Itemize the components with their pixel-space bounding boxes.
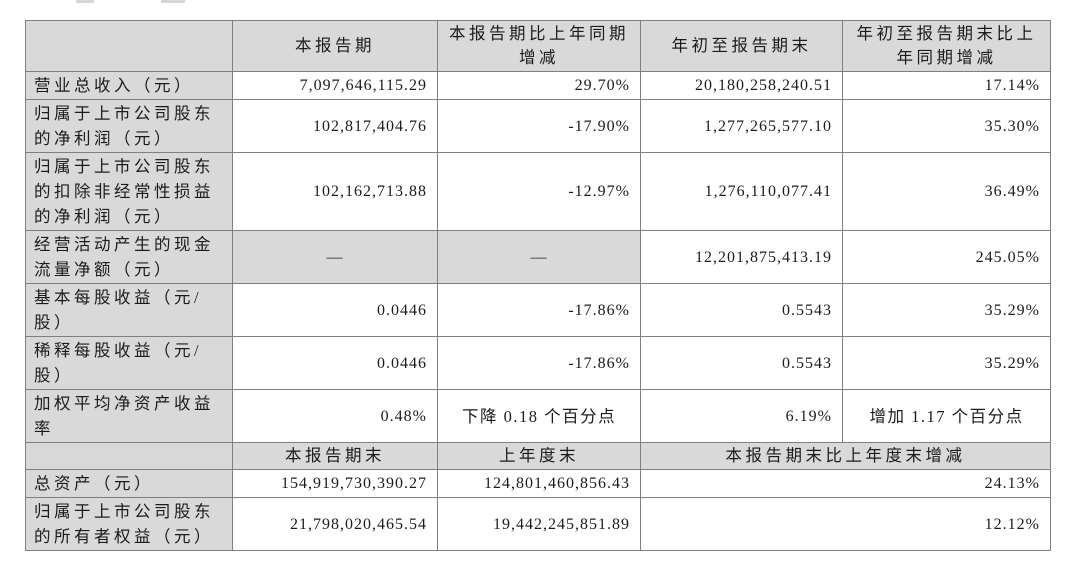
cell-value: 124,801,460,856.43: [437, 469, 641, 498]
table-body: 本报告期 本报告期比上年同期增减 年初至报告期末 年初至报告期末比上年同期增减 营业总收…: [25, 20, 1051, 551]
row-label: 加权平均净资产收益率: [25, 389, 233, 443]
row-label: 总资产（元）: [25, 469, 233, 498]
cell-value: -17.86%: [437, 283, 641, 337]
header-row-period: 本报告期 本报告期比上年同期增减 年初至报告期末 年初至报告期末比上年同期增减: [25, 20, 1051, 72]
row-label: 基本每股收益（元/股）: [25, 283, 233, 337]
row-label: 稀释每股收益（元/股）: [25, 336, 233, 390]
row-label: 营业总收入（元）: [25, 71, 233, 100]
column-header-current-period: 本报告期: [232, 20, 438, 72]
row-diluted-eps: 稀释每股收益（元/股） 0.0446 -17.86% 0.5543 35.29%: [25, 336, 1051, 390]
cell-value: 102,817,404.76: [232, 99, 438, 153]
clipped-text-fragment: [76, 0, 94, 3]
cell-value: 12.12%: [640, 497, 1051, 551]
row-label: 归属于上市公司股东的净利润（元）: [25, 99, 233, 153]
column-header-end-of-period: 本报告期末: [232, 442, 438, 470]
cell-value: 24.13%: [640, 469, 1051, 498]
cell-value: 29.70%: [437, 71, 641, 100]
cell-value: -12.97%: [437, 152, 641, 231]
cell-value: 17.14%: [842, 71, 1051, 100]
row-net-profit-excluding-nonrecurring: 归属于上市公司股东的扣除非经常性损益的净利润（元） 102,162,713.88-…: [25, 152, 1051, 231]
column-header-end-of-prior-year: 上年度末: [437, 442, 641, 470]
cell-value: 35.29%: [842, 336, 1051, 390]
row-total-operating-revenue: 营业总收入（元） 7,097,646,115.29 29.70% 20,180,258…: [25, 71, 1051, 100]
cell-value: 19,442,245,851.89: [437, 497, 641, 551]
cell-value: 12,201,875,413.19: [640, 230, 843, 284]
cell-value: 增加 1.17 个百分点: [842, 389, 1051, 443]
table-container: 本报告期 本报告期比上年同期增减 年初至报告期末 年初至报告期末比上年同期增减 营业总收…: [25, 20, 1051, 551]
cell-value: 0.0446: [232, 336, 438, 390]
cell-value: —: [232, 230, 438, 284]
cell-value: 154,919,730,390.27: [232, 469, 438, 498]
header-blank-cell: [25, 20, 233, 72]
cell-value: 0.5543: [640, 336, 843, 390]
row-total-assets: 总资产（元） 154,919,730,390.27 124,801,460,856.…: [25, 469, 1051, 498]
cell-value: 35.29%: [842, 283, 1051, 337]
row-basic-eps: 基本每股收益（元/股） 0.0446 -17.86% 0.5543 35.29%: [25, 283, 1051, 337]
row-label: 归属于上市公司股东的扣除非经常性损益的净利润（元）: [25, 152, 233, 231]
cell-value: —: [437, 230, 641, 284]
cell-value: 0.5543: [640, 283, 843, 337]
cell-value: 0.48%: [232, 389, 438, 443]
column-header-current-period-yoy-change: 本报告期比上年同期增减: [437, 20, 641, 72]
cell-value: 0.0446: [232, 283, 438, 337]
cell-value: 1,276,110,077.41: [640, 152, 843, 231]
cell-value: 1,277,265,577.10: [640, 99, 843, 153]
row-net-cash-flow-operating: 经营活动产生的现金流量净额（元） — —12,201,875,413.19 245.0…: [25, 230, 1051, 284]
cell-value: 102,162,713.88: [232, 152, 438, 231]
cell-value: 6.19%: [640, 389, 843, 443]
cell-value: 245.05%: [842, 230, 1051, 284]
row-label: 经营活动产生的现金流量净额（元）: [25, 230, 233, 284]
row-equity-attributable: 归属于上市公司股东的所有者权益（元） 21,798,020,465.54 19,44…: [25, 497, 1051, 551]
row-net-profit-attributable: 归属于上市公司股东的净利润（元） 102,817,404.76 -17.90% 1,2…: [25, 99, 1051, 153]
cell-value: 35.30%: [842, 99, 1051, 153]
cell-value: 20,180,258,240.51: [640, 71, 843, 100]
cell-value: 7,097,646,115.29: [232, 71, 438, 100]
financial-summary-table: 本报告期 本报告期比上年同期增减 年初至报告期末 年初至报告期末比上年同期增减 营业总收…: [25, 20, 1051, 551]
header-row-period-end: 本报告期末 上年度末 本报告期末比上年度末增减: [25, 442, 1051, 470]
column-header-year-to-date: 年初至报告期末: [640, 20, 843, 72]
column-header-year-to-date-yoy-change: 年初至报告期末比上年同期增减: [842, 20, 1051, 72]
clipped-text-fragment: [161, 0, 185, 3]
cell-value: 36.49%: [842, 152, 1051, 231]
cell-value: 下降 0.18 个百分点: [437, 389, 641, 443]
column-header-period-end-vs-prior-year-change: 本报告期末比上年度末增减: [640, 442, 1051, 470]
cell-value: 21,798,020,465.54: [232, 497, 438, 551]
header-blank-cell: [25, 442, 233, 470]
cell-value: -17.90%: [437, 99, 641, 153]
row-weighted-average-roe: 加权平均净资产收益率 0.48% 下降 0.18 个百分点 6.19% 增加 1.17 …: [25, 389, 1051, 443]
row-label: 归属于上市公司股东的所有者权益（元）: [25, 497, 233, 551]
cell-value: -17.86%: [437, 336, 641, 390]
